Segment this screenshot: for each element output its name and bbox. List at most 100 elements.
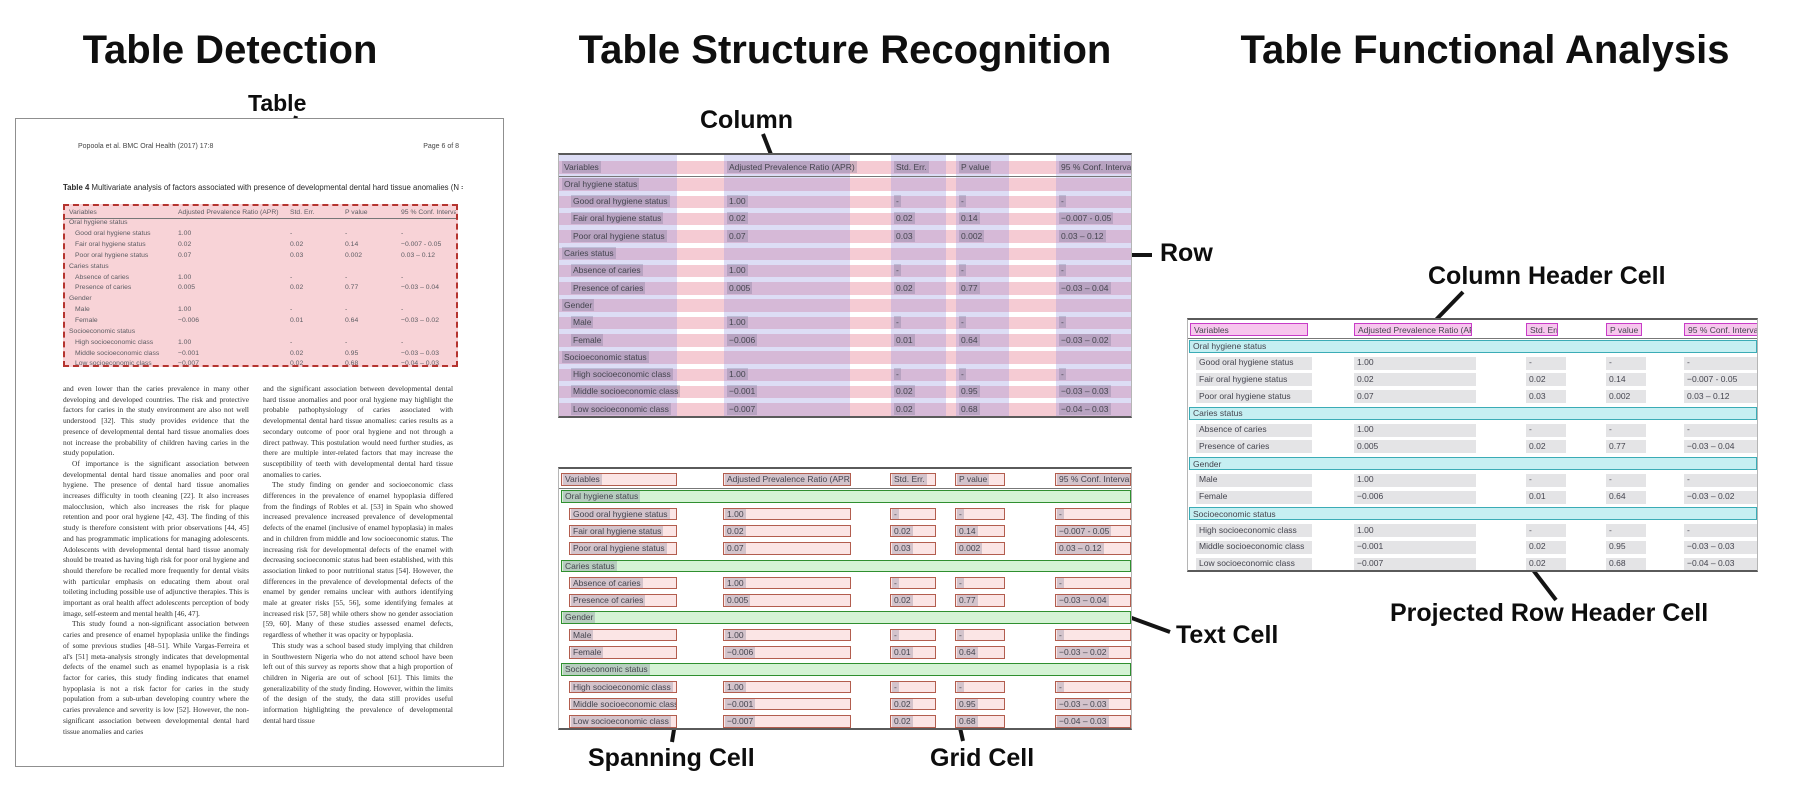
text-cell: 0.02 bbox=[1354, 373, 1476, 387]
grid-cell: 1.00 bbox=[723, 628, 851, 642]
grid-cell: - bbox=[1055, 680, 1131, 694]
grid-cell: - bbox=[1055, 628, 1131, 642]
grid-cell: 0.95 bbox=[955, 697, 1005, 711]
value-cell: - bbox=[290, 273, 293, 281]
document-page: Popoola et al. BMC Oral Health (2017) 17… bbox=[15, 118, 504, 767]
cell-text: 0.002 bbox=[1609, 390, 1631, 401]
value-cell: 0.005 bbox=[178, 284, 196, 292]
page-header-citation: Popoola et al. BMC Oral Health (2017) 17… bbox=[78, 143, 214, 150]
text-cell: 1.00 bbox=[1354, 356, 1476, 370]
text-cell: Poor oral hygiene status bbox=[1196, 390, 1312, 403]
text-cell: - bbox=[1684, 524, 1757, 537]
value-cell: 0.68 bbox=[345, 360, 359, 367]
grid-cell: Male bbox=[569, 628, 677, 642]
spanning-cell: Gender bbox=[561, 611, 1131, 624]
text-cell: Low socioeconomic class bbox=[1196, 557, 1312, 570]
grid-cell: 0.02 bbox=[890, 697, 936, 711]
table-row-band bbox=[559, 316, 1131, 330]
cell-text: −0.006 bbox=[1357, 491, 1384, 501]
cell-text: Adjusted Prevalence Ratio (APR) bbox=[725, 473, 850, 485]
value-cell: - bbox=[290, 338, 293, 346]
value-cell: - bbox=[894, 195, 901, 208]
value-cell: −0.03 – 0.03 bbox=[401, 349, 439, 357]
value-cell: - bbox=[401, 306, 404, 314]
text-cell: - bbox=[1684, 473, 1757, 487]
paragraph: This study found a non-significant assoc… bbox=[63, 619, 249, 736]
text-cell: −0.04 – 0.03 bbox=[1684, 557, 1757, 570]
cell-text: −0.03 – 0.03 bbox=[1687, 541, 1735, 552]
value-cell: - bbox=[894, 368, 901, 381]
grid-cell: 0.02 bbox=[723, 524, 851, 538]
row-label-cell: Middle socioeconomic class bbox=[571, 385, 681, 398]
cell-text: −0.04 – 0.03 bbox=[1057, 716, 1109, 727]
cell-text: 0.005 bbox=[1357, 440, 1379, 451]
column-header-grid-cell: Std. Err. bbox=[890, 473, 936, 486]
projected-row-header-cell: Oral hygiene status bbox=[1189, 339, 1757, 353]
cell-text: 0.03 – 0.12 bbox=[1687, 390, 1730, 401]
cell-text: Female bbox=[1199, 491, 1228, 501]
body-text-column-right: and the significant association between … bbox=[263, 384, 453, 754]
cell-text: Variables bbox=[563, 473, 602, 485]
cell-text: −0.03 – 0.02 bbox=[1057, 646, 1109, 658]
value-cell: 0.64 bbox=[345, 317, 359, 324]
value-cell: −0.03 – 0.02 bbox=[401, 317, 439, 324]
text-cell: - bbox=[1684, 356, 1757, 370]
cell-text: −0.007 bbox=[1357, 558, 1384, 568]
cell-text: 0.02 bbox=[1529, 440, 1546, 451]
grid-cell: −0.006 bbox=[723, 646, 851, 659]
cell-text: - bbox=[957, 577, 964, 589]
value-cell: 0.02 bbox=[290, 284, 304, 292]
projected-row-header-cell-label: Projected Row Header Cell bbox=[1390, 599, 1709, 627]
value-cell: 0.02 bbox=[894, 402, 915, 415]
grid-cell: - bbox=[890, 628, 936, 642]
cell-text: Std. Err. bbox=[892, 473, 927, 485]
grid-cell: 0.02 bbox=[890, 715, 936, 728]
value-cell: 0.68 bbox=[959, 402, 980, 415]
cell-text: 0.02 bbox=[1529, 541, 1546, 552]
header-rule bbox=[1188, 337, 1757, 339]
row-label-cell: Good oral hygiene status bbox=[75, 230, 151, 238]
text-cell: Male bbox=[1196, 473, 1312, 487]
table-row-band bbox=[559, 403, 1131, 416]
column-header-cell: Adjusted Prevalence Ratio (APR) bbox=[727, 160, 857, 173]
column-header-cell: Variables bbox=[562, 160, 601, 173]
grid-cell: Low socioeconomic class bbox=[569, 715, 677, 728]
row-label-cell: Good oral hygiene status bbox=[571, 195, 670, 208]
grid-cell: 0.002 bbox=[955, 542, 1005, 555]
cell-text: 1.00 bbox=[1357, 357, 1374, 367]
value-cell: 0.77 bbox=[345, 284, 359, 292]
table-row-band bbox=[559, 212, 1131, 226]
cell-text: Poor oral hygiene status bbox=[571, 543, 667, 554]
cell-text: - bbox=[1529, 357, 1532, 367]
grid-cell: −0.03 – 0.04 bbox=[1055, 594, 1131, 607]
paragraph: The study finding on gender and socioeco… bbox=[263, 480, 453, 640]
grid-cell: - bbox=[1055, 507, 1131, 521]
cell-text: 1.00 bbox=[725, 577, 746, 589]
grid-cell: −0.007 - 0.05 bbox=[1055, 524, 1131, 538]
text-cell: High socioeconomic class bbox=[1196, 524, 1312, 537]
row-label: Row bbox=[1160, 239, 1213, 267]
cell-text: - bbox=[957, 681, 964, 693]
cell-text: Good oral hygiene status bbox=[1199, 357, 1294, 367]
value-cell: 0.03 bbox=[290, 251, 304, 259]
cell-text: 1.00 bbox=[725, 508, 746, 520]
cell-text: - bbox=[892, 577, 899, 589]
cell-text: Gender bbox=[1193, 458, 1222, 469]
value-cell: 0.02 bbox=[727, 212, 748, 225]
column-header-grid-cell: Adjusted Prevalence Ratio (APR) bbox=[723, 473, 851, 486]
cell-text: 1.00 bbox=[1357, 474, 1374, 485]
cell-text: - bbox=[1687, 424, 1690, 434]
value-cell: −0.04 – 0.03 bbox=[1059, 402, 1111, 415]
cell-text: −0.03 – 0.02 bbox=[1687, 491, 1735, 501]
grid-cell: 0.02 bbox=[890, 524, 936, 538]
grid-cell: 1.00 bbox=[723, 680, 851, 694]
grid-cell: 0.68 bbox=[955, 715, 1005, 728]
table-label: Table bbox=[248, 90, 307, 116]
cell-text: 1.00 bbox=[725, 681, 746, 693]
value-cell: −0.006 bbox=[727, 333, 758, 346]
cell-text: High socioeconomic class bbox=[571, 681, 673, 693]
value-cell: 0.03 bbox=[894, 229, 915, 242]
cell-text: 0.02 bbox=[1529, 373, 1546, 384]
value-cell: - bbox=[959, 368, 966, 381]
table-row-band bbox=[559, 178, 1131, 191]
